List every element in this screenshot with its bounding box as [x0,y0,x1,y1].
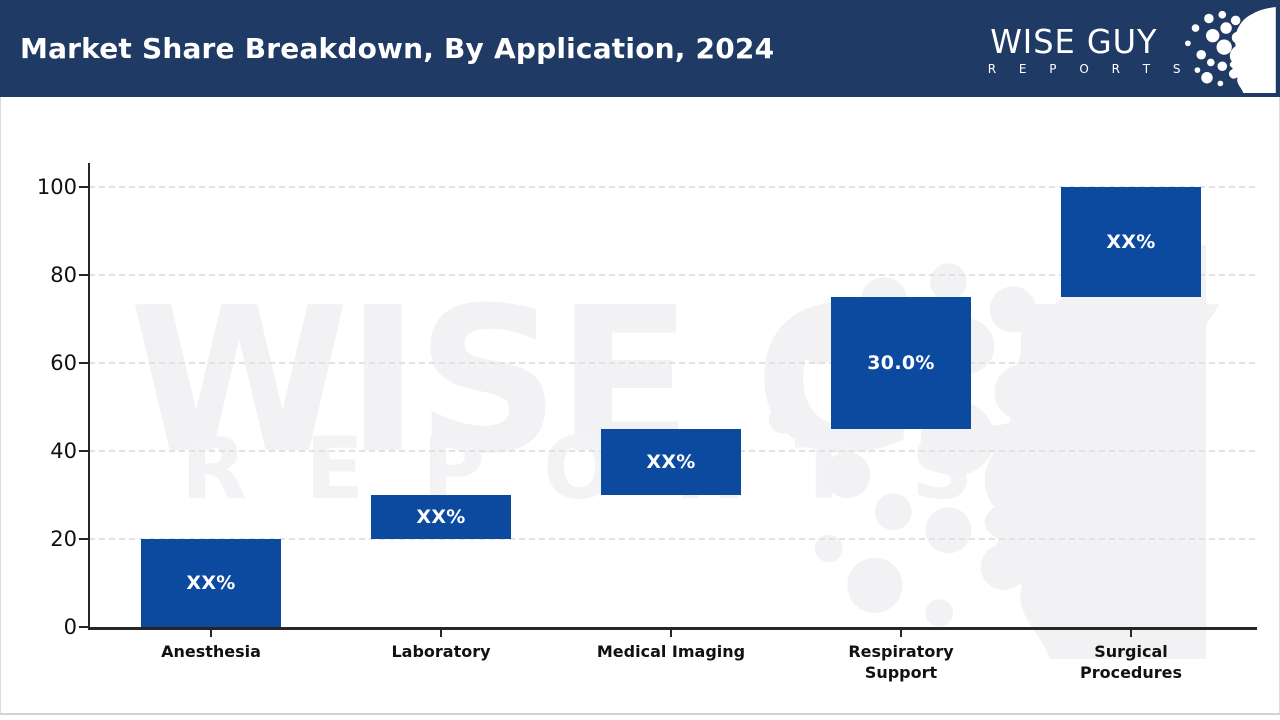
bar-anesthesia[interactable]: XX% [141,539,281,627]
x-category-label-4: Surgical Procedures [1016,641,1246,683]
x-tick-mark-3 [900,630,902,637]
x-axis-spine [88,627,1257,630]
x-category-label-line: Anesthesia [161,642,261,661]
x-category-label-line: Procedures [1079,663,1183,682]
x-tick-mark-4 [1130,630,1132,637]
y-tick-mark-60 [79,362,88,364]
x-category-label-3: Respiratory Support [786,641,1016,683]
y-tick-mark-20 [79,538,88,540]
logo-subtitle: R E P O R T S [987,61,1190,76]
x-category-label-line: Support [864,663,938,682]
wise-guy-logo: WISE GUY R E P O R T S [984,0,1280,97]
y-tick-mark-40 [79,450,88,452]
y-tick-label-20: 20 [50,527,77,551]
gridline-60 [89,362,1255,364]
gridline-20 [89,538,1255,540]
gridline-100 [89,186,1255,188]
y-tick-mark-100 [79,186,88,188]
x-category-label-line: Respiratory [848,642,954,661]
x-category-label-1: Laboratory [326,641,556,662]
x-category-label-line: Laboratory [391,642,491,661]
logo-wordmark: WISE GUY [989,21,1158,61]
bar-value-label: XX% [416,506,466,528]
x-category-label-line: Surgical [1094,642,1168,661]
x-category-label-0: Anesthesia [96,641,326,662]
y-tick-label-60: 60 [50,351,77,375]
logo-text: WISE GUY R E P O R T S [984,22,1190,76]
gridline-80 [89,274,1255,276]
bar-value-label: XX% [186,572,236,594]
x-tick-mark-0 [210,630,212,637]
y-tick-mark-80 [79,274,88,276]
bar-value-label: XX% [1106,231,1156,253]
bar-value-label: XX% [646,451,696,473]
y-tick-label-80: 80 [50,263,77,287]
x-tick-mark-2 [670,630,672,637]
x-tick-mark-1 [440,630,442,637]
bar-laboratory[interactable]: XX% [371,495,511,539]
plot-layer: 0 20 40 60 80 100 XX% Anesthesia XX% Laboratory XX… [1,97,1279,713]
y-tick-label-0: 0 [63,615,77,639]
chart-title: Market Share Breakdown, By Application, … [20,32,775,65]
header-bar: Market Share Breakdown, By Application, … [0,0,1280,97]
bar-medical-imaging[interactable]: XX% [601,429,741,495]
wise-guy-face-icon [1185,7,1276,93]
y-tick-label-40: 40 [50,439,77,463]
bar-respiratory-support[interactable]: 30.0% [831,297,971,429]
bar-surgical-procedures[interactable]: XX% [1061,187,1201,297]
y-axis-spine [88,163,90,629]
x-category-label-2: Medical Imaging [556,641,786,662]
bar-value-label: 30.0% [867,352,935,374]
y-tick-label-100: 100 [36,175,77,199]
y-tick-mark-0 [79,626,88,628]
x-category-label-line: Medical Imaging [596,642,746,661]
